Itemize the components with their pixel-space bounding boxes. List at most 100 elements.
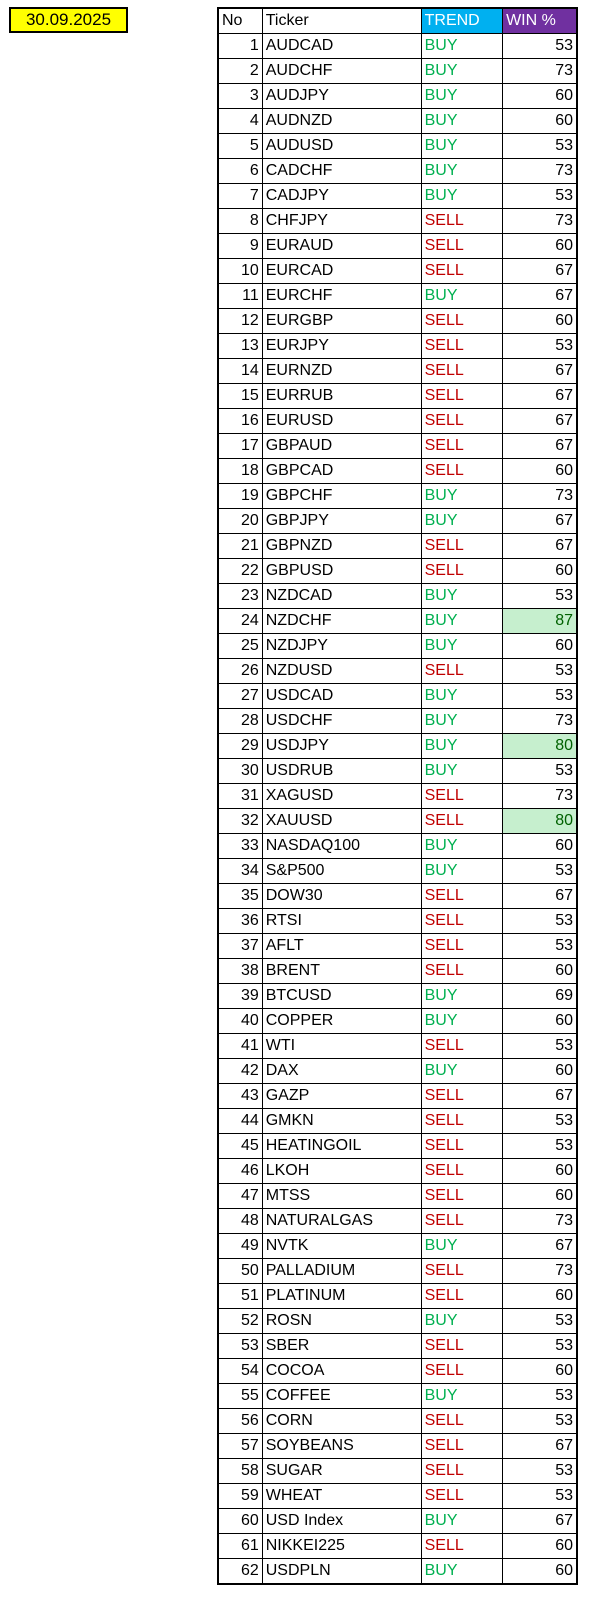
- cell-no: 60: [217, 1508, 263, 1534]
- cell-no: 5: [217, 133, 263, 159]
- cell-win: 53: [502, 33, 578, 59]
- cell-no: 55: [217, 1383, 263, 1409]
- table-row: 9 EURAUD SELL 60: [217, 233, 578, 259]
- cell-ticker: NZDCHF: [261, 608, 422, 634]
- cell-trend: BUY: [420, 58, 504, 84]
- cell-ticker: AUDUSD: [261, 133, 422, 159]
- cell-win: 73: [502, 783, 578, 809]
- cell-no: 61: [217, 1533, 263, 1559]
- table-row: 28 USDCHF BUY 73: [217, 708, 578, 734]
- cell-ticker: EURUSD: [261, 408, 422, 434]
- table-row: 12 EURGBP SELL 60: [217, 308, 578, 334]
- cell-no: 34: [217, 858, 263, 884]
- table-row: 27 USDCAD BUY 53: [217, 683, 578, 709]
- cell-trend: SELL: [420, 308, 504, 334]
- cell-ticker: USDCHF: [261, 708, 422, 734]
- table-row: 31 XAGUSD SELL 73: [217, 783, 578, 809]
- cell-ticker: NATURALGAS: [261, 1208, 422, 1234]
- cell-ticker: GBPAUD: [261, 433, 422, 459]
- cell-no: 45: [217, 1133, 263, 1159]
- cell-ticker: COPPER: [261, 1008, 422, 1034]
- column-header-no[interactable]: No: [217, 7, 263, 34]
- cell-no: 28: [217, 708, 263, 734]
- cell-trend: SELL: [420, 933, 504, 959]
- table-row: 17 GBPAUD SELL 67: [217, 433, 578, 459]
- cell-win: 53: [502, 1458, 578, 1484]
- cell-win: 53: [502, 858, 578, 884]
- cell-trend: SELL: [420, 658, 504, 684]
- table-row: 18 GBPCAD SELL 60: [217, 458, 578, 484]
- column-header-win[interactable]: WIN %: [502, 7, 578, 34]
- table-row: 57 SOYBEANS SELL 67: [217, 1433, 578, 1459]
- cell-trend: SELL: [420, 333, 504, 359]
- cell-ticker: DAX: [261, 1058, 422, 1084]
- cell-win: 67: [502, 1083, 578, 1109]
- cell-ticker: EURCAD: [261, 258, 422, 284]
- cell-trend: SELL: [420, 808, 504, 834]
- table-row: 55 COFFEE BUY 53: [217, 1383, 578, 1409]
- cell-no: 7: [217, 183, 263, 209]
- table-row: 58 SUGAR SELL 53: [217, 1458, 578, 1484]
- cell-trend: BUY: [420, 633, 504, 659]
- table-row: 60 USD Index BUY 67: [217, 1508, 578, 1534]
- cell-no: 37: [217, 933, 263, 959]
- cell-trend: SELL: [420, 1033, 504, 1059]
- cell-ticker: AUDJPY: [261, 83, 422, 109]
- column-header-trend[interactable]: TREND: [420, 7, 504, 34]
- cell-trend: SELL: [420, 883, 504, 909]
- cell-ticker: GBPNZD: [261, 533, 422, 559]
- table-row: 62 USDPLN BUY 60: [217, 1558, 578, 1585]
- column-header-ticker[interactable]: Ticker: [261, 7, 422, 34]
- cell-trend: SELL: [420, 433, 504, 459]
- table-row: 16 EURUSD SELL 67: [217, 408, 578, 434]
- table-row: 59 WHEAT SELL 53: [217, 1483, 578, 1509]
- table-row: 1 AUDCAD BUY 53: [217, 33, 578, 59]
- cell-trend: SELL: [420, 358, 504, 384]
- table-row: 8 CHFJPY SELL 73: [217, 208, 578, 234]
- cell-trend: SELL: [420, 1158, 504, 1184]
- cell-no: 58: [217, 1458, 263, 1484]
- cell-trend: BUY: [420, 708, 504, 734]
- cell-win: 73: [502, 1208, 578, 1234]
- table-row: 10 EURCAD SELL 67: [217, 258, 578, 284]
- table-row: 22 GBPUSD SELL 60: [217, 558, 578, 584]
- cell-trend: BUY: [420, 1008, 504, 1034]
- cell-ticker: MTSS: [261, 1183, 422, 1209]
- cell-ticker: GBPCHF: [261, 483, 422, 509]
- cell-win: 53: [502, 933, 578, 959]
- cell-win: 53: [502, 1483, 578, 1509]
- cell-trend: BUY: [420, 108, 504, 134]
- cell-win: 53: [502, 1108, 578, 1134]
- cell-win: 73: [502, 1258, 578, 1284]
- cell-trend: SELL: [420, 783, 504, 809]
- cell-no: 52: [217, 1308, 263, 1334]
- cell-no: 57: [217, 1433, 263, 1459]
- cell-no: 38: [217, 958, 263, 984]
- cell-win: 60: [502, 633, 578, 659]
- cell-ticker: CADJPY: [261, 183, 422, 209]
- table-row: 47 MTSS SELL 60: [217, 1183, 578, 1209]
- cell-trend: SELL: [420, 1283, 504, 1309]
- cell-no: 15: [217, 383, 263, 409]
- cell-win: 53: [502, 908, 578, 934]
- cell-ticker: SBER: [261, 1333, 422, 1359]
- cell-trend: SELL: [420, 558, 504, 584]
- cell-win: 53: [502, 683, 578, 709]
- cell-trend: BUY: [420, 858, 504, 884]
- cell-no: 2: [217, 58, 263, 84]
- cell-no: 21: [217, 533, 263, 559]
- cell-ticker: HEATINGOIL: [261, 1133, 422, 1159]
- cell-no: 44: [217, 1108, 263, 1134]
- cell-win-highlighted: 80: [502, 808, 578, 834]
- table-row: 15 EURRUB SELL 67: [217, 383, 578, 409]
- cell-win: 67: [502, 1508, 578, 1534]
- cell-win: 60: [502, 1533, 578, 1559]
- cell-no: 42: [217, 1058, 263, 1084]
- cell-ticker: BTCUSD: [261, 983, 422, 1009]
- cell-no: 8: [217, 208, 263, 234]
- cell-win: 53: [502, 1308, 578, 1334]
- cell-ticker: CORN: [261, 1408, 422, 1434]
- cell-win: 60: [502, 458, 578, 484]
- cell-no: 39: [217, 983, 263, 1009]
- table-row: 33 NASDAQ100 BUY 60: [217, 833, 578, 859]
